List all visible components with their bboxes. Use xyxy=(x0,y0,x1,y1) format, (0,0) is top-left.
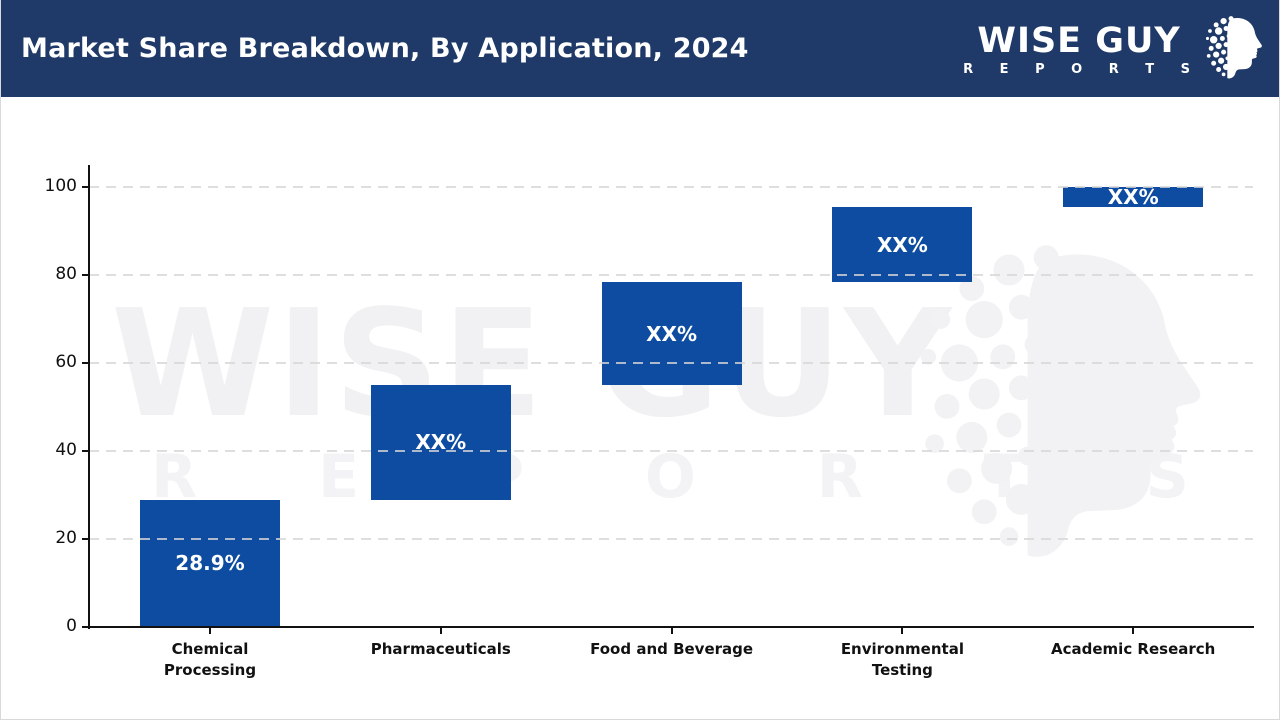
bar-segment: XX% xyxy=(370,385,511,500)
x-tick-mark xyxy=(670,628,673,634)
y-axis-line xyxy=(88,165,90,629)
category-label: Academic Research xyxy=(1051,640,1216,658)
y-tick-mark xyxy=(82,626,88,628)
y-tick-label: 100 xyxy=(44,176,77,196)
bar-value-label: XX% xyxy=(876,232,928,257)
category-label: Food and Beverage xyxy=(590,640,754,658)
y-tick-label: 0 xyxy=(66,616,77,636)
y-tick-label: 20 xyxy=(55,528,77,548)
y-tick-label: 80 xyxy=(55,264,77,284)
bar-segment: XX% xyxy=(601,282,742,385)
x-tick-mark xyxy=(209,628,211,634)
y-tick-mark xyxy=(82,450,88,452)
x-tick-mark xyxy=(901,628,904,634)
gridline xyxy=(89,538,1253,540)
watermark-wordmark: WISE GUY xyxy=(111,278,954,450)
bar-value-label: 28.9% xyxy=(175,551,245,576)
logo-text: WISE GUY R E P O R T S xyxy=(957,22,1201,77)
logo-subtitle: R E P O R T S xyxy=(963,61,1201,77)
y-tick-mark xyxy=(82,274,88,276)
y-tick-mark xyxy=(82,186,88,188)
y-tick-mark xyxy=(82,362,88,364)
category-label: Environmental Testing xyxy=(840,640,964,679)
y-tick-label: 40 xyxy=(55,440,77,460)
bar-value-label: XX% xyxy=(646,321,698,346)
category-label: Chemical Processing xyxy=(163,640,257,679)
y-tick-label: 60 xyxy=(55,352,77,372)
x-tick-mark xyxy=(1132,628,1135,634)
gridline xyxy=(89,362,1253,364)
x-axis-line xyxy=(88,626,1254,628)
bar-segment: 28.9% xyxy=(140,499,280,627)
gridline xyxy=(89,186,1253,188)
gridline xyxy=(89,450,1253,452)
gridline xyxy=(89,274,1253,276)
bar-segment: XX% xyxy=(1063,184,1204,209)
wiseguy-logo: WISE GUY R E P O R T S xyxy=(957,6,1267,92)
y-tick-mark xyxy=(82,538,88,540)
category-label: Pharmaceuticals xyxy=(370,640,511,658)
page-title: Market Share Breakdown, By Application, … xyxy=(21,33,749,64)
x-tick-mark xyxy=(439,628,442,634)
bar-value-label: XX% xyxy=(1107,184,1159,209)
header-bar: Market Share Breakdown, By Application, … xyxy=(1,0,1279,97)
logo-wordmark: WISE GUY xyxy=(977,20,1181,61)
bar-segment: XX% xyxy=(832,206,973,283)
